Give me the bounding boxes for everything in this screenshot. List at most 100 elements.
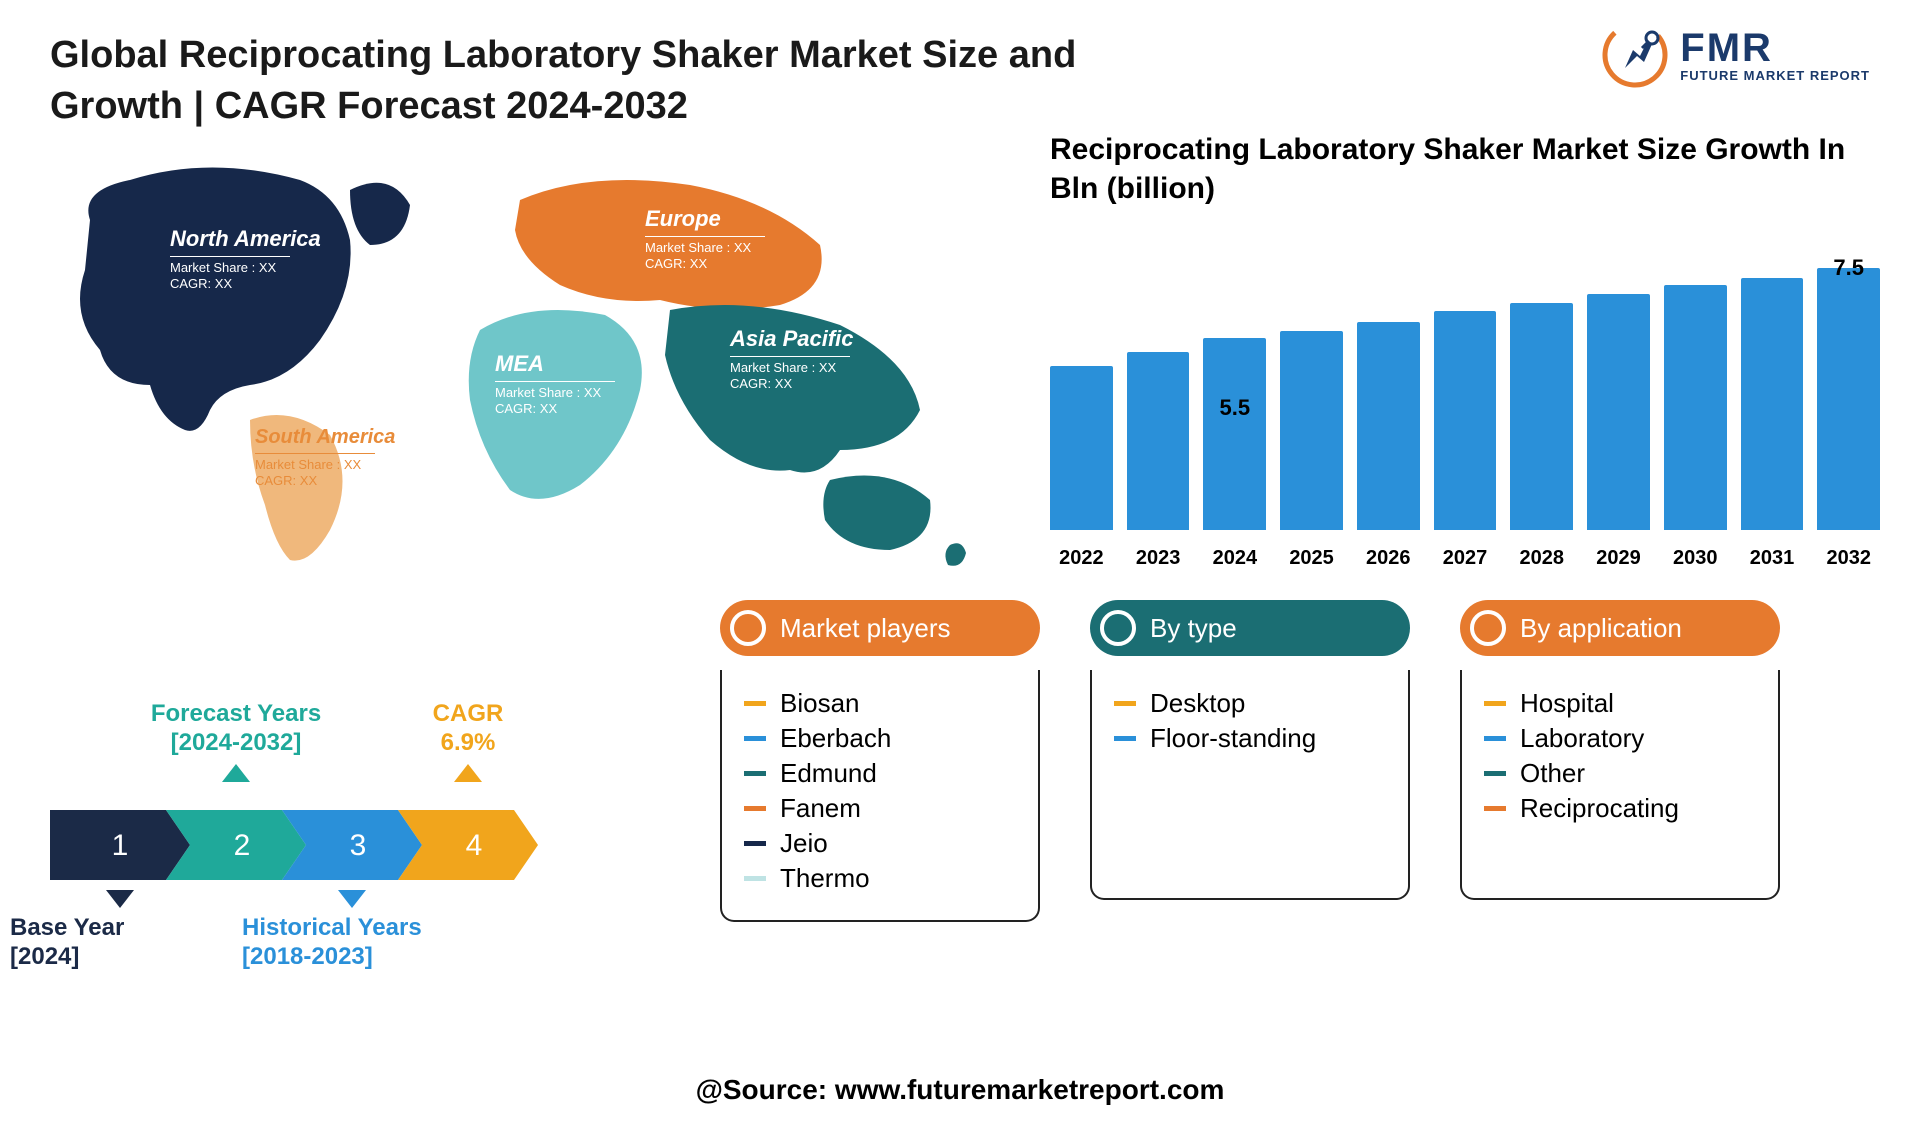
world-map: North America Market Share : XX CAGR: XX… xyxy=(50,150,1010,570)
timeline: 1234 Base Year[2024]Forecast Years[2024-… xyxy=(50,700,650,960)
region-share-sa: Market Share : XX xyxy=(255,457,395,473)
region-label-mea: MEA Market Share : XX CAGR: XX xyxy=(495,350,615,417)
list-item-label: Edmund xyxy=(780,758,877,789)
bar-rect xyxy=(1434,311,1497,530)
dash-icon xyxy=(744,841,766,846)
list-item: Other xyxy=(1484,758,1760,789)
svg-text:4: 4 xyxy=(466,829,483,862)
segment-pill: Market players xyxy=(720,600,1040,656)
region-cagr-sa: CAGR: XX xyxy=(255,473,395,489)
bar-x-label: 2024 xyxy=(1203,547,1266,570)
region-cagr-eu: CAGR: XX xyxy=(645,256,765,272)
bar-x-label: 2027 xyxy=(1434,547,1497,570)
list-item-label: Thermo xyxy=(780,863,870,894)
region-cagr-na: CAGR: XX xyxy=(170,276,321,292)
list-item-label: Fanem xyxy=(780,793,861,824)
pill-dot-icon xyxy=(730,610,766,646)
segment-column: Market players Biosan Eberbach Edmund Fanem J… xyxy=(720,600,1040,922)
bar xyxy=(1357,322,1420,530)
bar-rect xyxy=(1587,294,1650,530)
bar-value-label: 7.5 xyxy=(1833,255,1864,281)
dash-icon xyxy=(744,701,766,706)
map-region-ap-au xyxy=(823,476,930,551)
bar-rect xyxy=(1664,285,1727,530)
bar xyxy=(1280,331,1343,531)
region-share-na: Market Share : XX xyxy=(170,260,321,276)
svg-text:2: 2 xyxy=(234,829,251,862)
segment-pill: By type xyxy=(1090,600,1410,656)
region-cagr-mea: CAGR: XX xyxy=(495,401,615,417)
timeline-chevrons: 1 2 3 4 xyxy=(50,810,538,880)
list-item: Reciprocating xyxy=(1484,793,1760,824)
dash-icon xyxy=(1114,701,1136,706)
list-item: Floor-standing xyxy=(1114,723,1390,754)
svg-text:1: 1 xyxy=(112,829,129,862)
dash-icon xyxy=(744,876,766,881)
segment-list: Desktop Floor-standing xyxy=(1090,670,1410,900)
bar-chart: Reciprocating Laboratory Shaker Market S… xyxy=(1050,130,1880,570)
bar xyxy=(1664,285,1727,530)
list-item-label: Floor-standing xyxy=(1150,723,1316,754)
dash-icon xyxy=(1484,701,1506,706)
bar-chart-bars: 5.5 7.5 xyxy=(1050,250,1880,530)
region-name-ap: Asia Pacific xyxy=(730,325,854,353)
list-item: Thermo xyxy=(744,863,1020,894)
bar-rect xyxy=(1280,331,1343,531)
segment-pill: By application xyxy=(1460,600,1780,656)
bar-x-label: 2026 xyxy=(1357,547,1420,570)
chevron-up-icon xyxy=(222,764,250,782)
bar-rect xyxy=(1357,322,1420,530)
logo-fmr-text: FMR xyxy=(1680,28,1870,68)
segment-list: Biosan Eberbach Edmund Fanem Jeio Thermo xyxy=(720,670,1040,922)
bar xyxy=(1741,278,1804,530)
bar-rect xyxy=(1741,278,1804,530)
logo-subtitle: FUTURE MARKET REPORT xyxy=(1680,68,1870,83)
timeline-bottom-label: Base Year[2024] xyxy=(10,890,230,972)
bar: 7.5 xyxy=(1817,268,1880,531)
region-name-sa: South America xyxy=(255,425,395,450)
divider xyxy=(730,356,850,357)
list-item: Fanem xyxy=(744,793,1020,824)
bar-x-label: 2032 xyxy=(1817,547,1880,570)
divider xyxy=(645,236,765,237)
region-name-mea: MEA xyxy=(495,350,615,378)
page-title: Global Reciprocating Laboratory Shaker M… xyxy=(50,30,1150,133)
chevron-down-icon xyxy=(106,890,134,908)
list-item: Laboratory xyxy=(1484,723,1760,754)
map-region-na xyxy=(80,168,351,431)
bar xyxy=(1510,303,1573,531)
list-item-label: Other xyxy=(1520,758,1585,789)
bar-x-label: 2029 xyxy=(1587,547,1650,570)
bar-value-label: 5.5 xyxy=(1220,395,1251,421)
segment-column: By application Hospital Laboratory Other Rec… xyxy=(1460,600,1780,900)
timeline-step: 4 xyxy=(398,810,538,880)
dash-icon xyxy=(744,771,766,776)
segment-pill-label: By application xyxy=(1520,613,1682,644)
divider xyxy=(170,256,290,257)
segment-column: By type Desktop Floor-standing xyxy=(1090,600,1410,900)
bar xyxy=(1434,311,1497,530)
region-label-sa: South America Market Share : XX CAGR: XX xyxy=(255,425,395,490)
timeline-bottom-text: Historical Years[2018-2023] xyxy=(242,914,462,972)
list-item: Eberbach xyxy=(744,723,1020,754)
bar-x-label: 2031 xyxy=(1741,547,1804,570)
svg-text:3: 3 xyxy=(350,829,367,862)
bar xyxy=(1587,294,1650,530)
bar-rect xyxy=(1203,338,1266,531)
chevron-up-icon xyxy=(454,764,482,782)
fmr-logo: FMR FUTURE MARKET REPORT xyxy=(1600,20,1870,90)
list-item-label: Biosan xyxy=(780,688,860,719)
pill-dot-icon xyxy=(1100,610,1136,646)
list-item: Hospital xyxy=(1484,688,1760,719)
region-name-na: North America xyxy=(170,225,321,253)
bar-x-label: 2030 xyxy=(1664,547,1727,570)
dash-icon xyxy=(744,806,766,811)
timeline-top-label: CAGR6.9% xyxy=(368,700,568,782)
bar-x-label: 2023 xyxy=(1127,547,1190,570)
list-item-label: Desktop xyxy=(1150,688,1245,719)
list-item: Jeio xyxy=(744,828,1020,859)
list-item: Biosan xyxy=(744,688,1020,719)
map-region-ap-nz xyxy=(945,543,966,566)
dash-icon xyxy=(1114,736,1136,741)
timeline-top-label: Forecast Years[2024-2032] xyxy=(136,700,336,782)
